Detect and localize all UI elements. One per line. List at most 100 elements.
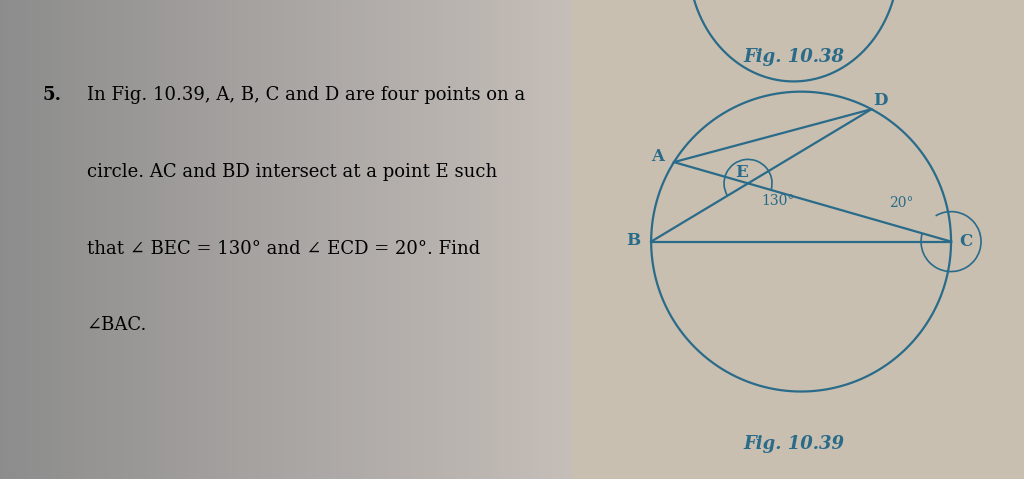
- Bar: [36, 0, 39, 479]
- Bar: [541, 0, 544, 479]
- Bar: [580, 0, 582, 479]
- Bar: [449, 0, 452, 479]
- Bar: [145, 0, 148, 479]
- Bar: [353, 0, 356, 479]
- Bar: [66, 0, 69, 479]
- Bar: [196, 0, 199, 479]
- Bar: [499, 0, 502, 479]
- Bar: [50, 0, 53, 479]
- Bar: [531, 0, 535, 479]
- Bar: [56, 0, 59, 479]
- Bar: [585, 0, 588, 479]
- Bar: [270, 0, 273, 479]
- Bar: [502, 0, 505, 479]
- Bar: [455, 0, 458, 479]
- Bar: [3, 0, 6, 479]
- Bar: [371, 0, 374, 479]
- Bar: [398, 0, 401, 479]
- Bar: [439, 0, 442, 479]
- Bar: [350, 0, 353, 479]
- Bar: [314, 0, 317, 479]
- Bar: [469, 0, 472, 479]
- Bar: [505, 0, 508, 479]
- Bar: [42, 0, 45, 479]
- Bar: [6, 0, 9, 479]
- Bar: [166, 0, 169, 479]
- Bar: [478, 0, 481, 479]
- Bar: [241, 0, 244, 479]
- Bar: [321, 0, 324, 479]
- Bar: [458, 0, 461, 479]
- Bar: [155, 0, 158, 479]
- Bar: [158, 0, 161, 479]
- Bar: [475, 0, 478, 479]
- Bar: [374, 0, 377, 479]
- Bar: [356, 0, 359, 479]
- Bar: [460, 0, 463, 479]
- Bar: [436, 0, 439, 479]
- Text: circle. AC and BD intersect at a point E such: circle. AC and BD intersect at a point E…: [87, 163, 497, 181]
- Bar: [288, 0, 291, 479]
- Bar: [0, 0, 3, 479]
- Bar: [139, 0, 142, 479]
- Bar: [561, 0, 564, 479]
- Bar: [133, 0, 136, 479]
- Bar: [164, 0, 166, 479]
- Text: Fig. 10.38: Fig. 10.38: [743, 48, 844, 67]
- Bar: [285, 0, 288, 479]
- Bar: [339, 0, 341, 479]
- Bar: [330, 0, 333, 479]
- Bar: [244, 0, 247, 479]
- Bar: [12, 0, 14, 479]
- Bar: [282, 0, 285, 479]
- Bar: [86, 0, 89, 479]
- Bar: [252, 0, 255, 479]
- Bar: [258, 0, 261, 479]
- Text: Fig. 10.39: Fig. 10.39: [743, 435, 844, 453]
- Bar: [119, 0, 122, 479]
- Bar: [522, 0, 525, 479]
- Bar: [564, 0, 567, 479]
- Bar: [359, 0, 362, 479]
- Bar: [430, 0, 433, 479]
- Bar: [333, 0, 336, 479]
- Bar: [294, 0, 297, 479]
- Bar: [525, 0, 528, 479]
- Bar: [558, 0, 561, 479]
- Bar: [116, 0, 119, 479]
- Bar: [511, 0, 514, 479]
- Bar: [110, 0, 113, 479]
- Bar: [267, 0, 270, 479]
- Bar: [306, 0, 309, 479]
- Bar: [570, 0, 573, 479]
- Bar: [45, 0, 47, 479]
- Bar: [33, 0, 36, 479]
- Bar: [383, 0, 386, 479]
- Bar: [555, 0, 558, 479]
- Bar: [280, 0, 282, 479]
- Bar: [538, 0, 541, 479]
- Bar: [496, 0, 499, 479]
- Bar: [101, 0, 104, 479]
- Bar: [377, 0, 380, 479]
- Bar: [273, 0, 276, 479]
- Bar: [47, 0, 50, 479]
- Bar: [59, 0, 62, 479]
- Text: 130°: 130°: [761, 194, 795, 208]
- Bar: [489, 0, 493, 479]
- Bar: [484, 0, 487, 479]
- Bar: [92, 0, 95, 479]
- Bar: [519, 0, 522, 479]
- Bar: [222, 0, 225, 479]
- Bar: [392, 0, 395, 479]
- Bar: [62, 0, 66, 479]
- Bar: [9, 0, 12, 479]
- Text: 20°: 20°: [889, 196, 913, 210]
- Bar: [142, 0, 145, 479]
- Bar: [217, 0, 220, 479]
- Bar: [161, 0, 163, 479]
- Bar: [39, 0, 42, 479]
- Bar: [193, 0, 196, 479]
- Bar: [128, 0, 131, 479]
- Bar: [17, 0, 20, 479]
